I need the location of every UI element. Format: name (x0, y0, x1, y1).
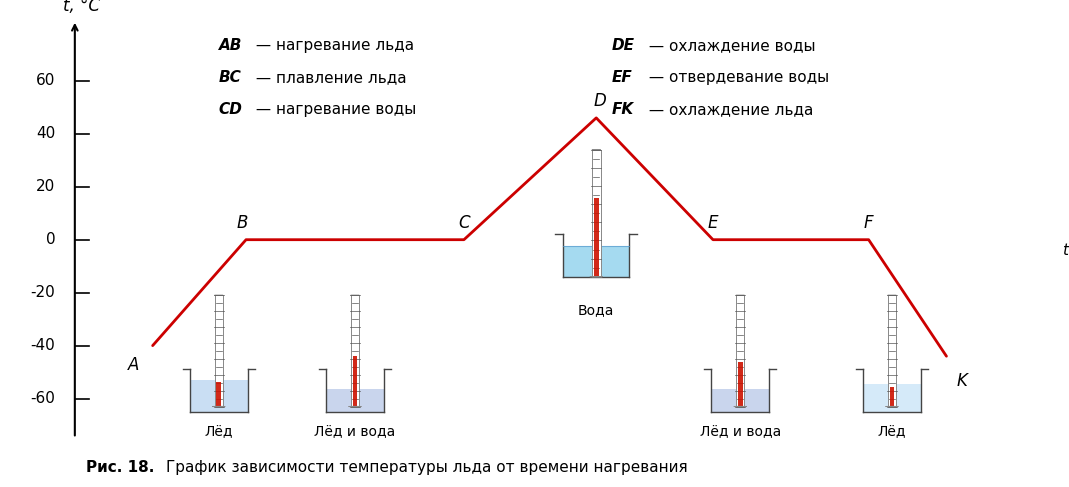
Bar (594, 198, 599, 277)
Text: BC: BC (219, 70, 242, 85)
Bar (711, 389, 770, 412)
Text: 40: 40 (36, 126, 56, 141)
Bar (863, 384, 921, 412)
Bar (889, 387, 895, 407)
Text: -60: -60 (31, 391, 56, 406)
Text: — нагревание льда: — нагревание льда (251, 38, 415, 54)
Text: -20: -20 (31, 285, 56, 300)
Text: B: B (236, 214, 248, 232)
Bar (351, 295, 359, 407)
Bar (563, 246, 630, 277)
Bar (735, 295, 744, 407)
Bar (887, 295, 896, 407)
Text: AB: AB (219, 38, 243, 54)
Text: 0: 0 (46, 232, 56, 247)
Text: DE: DE (611, 38, 635, 54)
Text: Лёд и вода: Лёд и вода (699, 425, 780, 439)
Text: — отвердевание воды: — отвердевание воды (645, 70, 830, 85)
Text: A: A (127, 356, 139, 374)
Text: График зависимости температуры льда от времени нагревания: График зависимости температуры льда от в… (166, 460, 687, 475)
Text: C: C (459, 214, 469, 232)
Text: K: K (957, 372, 967, 390)
Text: F: F (864, 214, 873, 232)
Text: -40: -40 (31, 338, 56, 353)
Text: 60: 60 (36, 74, 56, 88)
Text: Лёд: Лёд (204, 425, 233, 439)
Text: E: E (708, 214, 718, 232)
Text: Лёд и вода: Лёд и вода (314, 425, 396, 439)
Bar (216, 382, 221, 407)
Bar (215, 295, 223, 407)
Bar (353, 356, 357, 407)
Text: D: D (593, 92, 606, 110)
Bar (189, 380, 248, 412)
Text: CD: CD (219, 102, 243, 117)
Text: — плавление льда: — плавление льда (251, 70, 407, 85)
Text: EF: EF (611, 70, 633, 85)
Bar (326, 389, 384, 412)
Text: — охлаждение льда: — охлаждение льда (645, 102, 814, 117)
Text: Вода: Вода (578, 303, 615, 317)
Text: t, мин: t, мин (1064, 243, 1069, 258)
Text: Рис. 18.: Рис. 18. (86, 460, 159, 475)
Bar (592, 150, 601, 277)
Text: — охлаждение воды: — охлаждение воды (645, 38, 816, 54)
Text: FK: FK (611, 102, 634, 117)
Text: Лёд: Лёд (878, 425, 907, 439)
Text: — нагревание воды: — нагревание воды (251, 102, 417, 117)
Bar (738, 362, 743, 407)
Text: 20: 20 (36, 179, 56, 194)
Text: t, °C: t, °C (63, 0, 100, 15)
